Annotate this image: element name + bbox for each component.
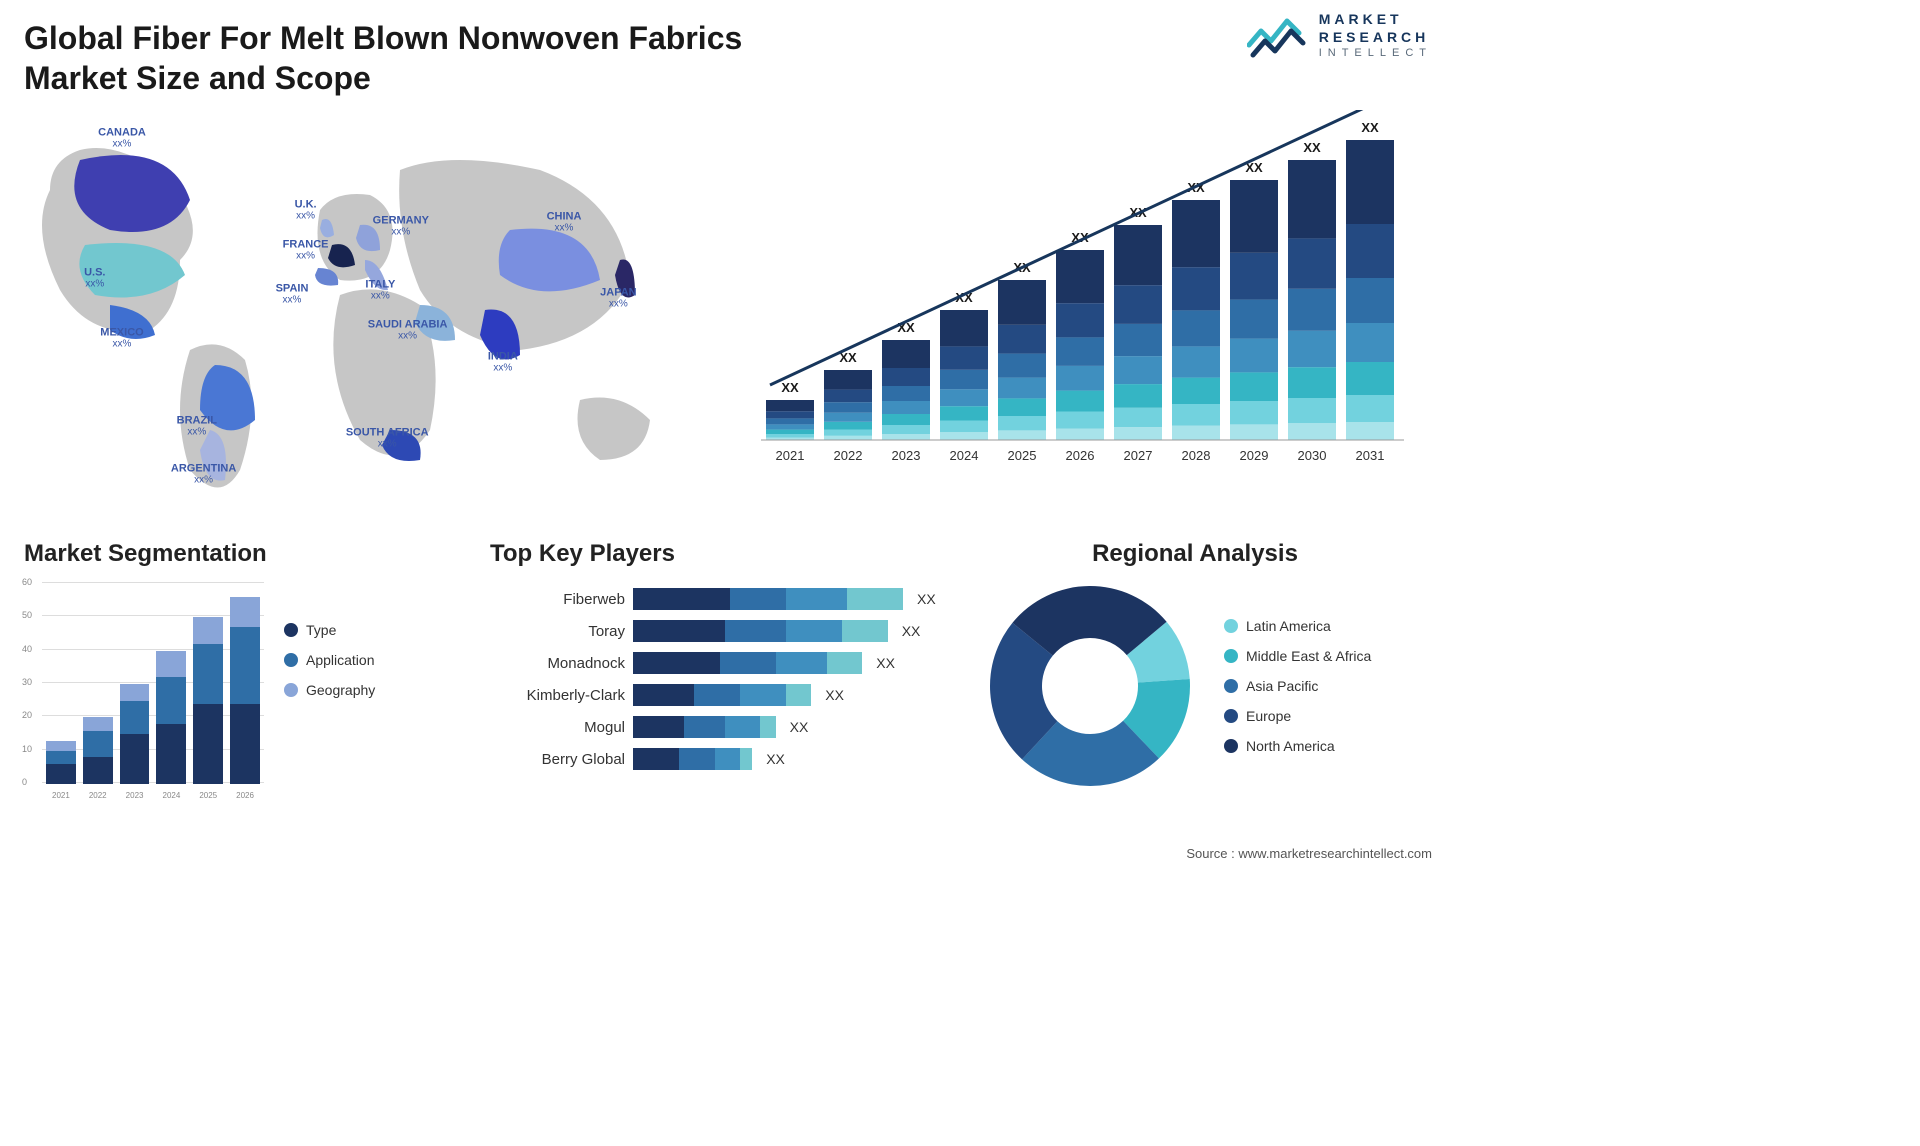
world-map: CANADAxx%U.S.xx%MEXICOxx%BRAZILxx%ARGENT… bbox=[20, 110, 700, 510]
svg-text:2029: 2029 bbox=[1240, 448, 1269, 463]
svg-text:XX: XX bbox=[1361, 120, 1379, 135]
logo-text-3: INTELLECT bbox=[1319, 46, 1432, 60]
segmentation-heading: Market Segmentation bbox=[24, 540, 454, 568]
segmentation-legend-item: Application bbox=[284, 652, 375, 668]
segmentation-chart: 0102030405060202120222023202420252026 bbox=[24, 582, 264, 802]
player-row: Fiberweb XX bbox=[490, 588, 950, 610]
svg-text:2022: 2022 bbox=[834, 448, 863, 463]
regional-heading: Regional Analysis bbox=[980, 540, 1410, 568]
segmentation-bar-2024: 2024 bbox=[156, 651, 186, 784]
player-name: Toray bbox=[490, 623, 625, 640]
svg-text:2031: 2031 bbox=[1356, 448, 1385, 463]
logo-text-1: MARKET bbox=[1319, 10, 1432, 28]
player-value: XX bbox=[766, 751, 785, 767]
regional-section: Regional Analysis Latin America Middle Ea… bbox=[980, 540, 1410, 796]
svg-text:2026: 2026 bbox=[1066, 448, 1095, 463]
svg-text:2030: 2030 bbox=[1298, 448, 1327, 463]
regional-legend-item: Asia Pacific bbox=[1224, 678, 1371, 694]
player-name: Fiberweb bbox=[490, 591, 625, 608]
brand-logo: MARKET RESEARCH INTELLECT bbox=[1247, 10, 1432, 61]
key-players-section: Top Key Players FiberwebXXTorayXXMonadno… bbox=[490, 540, 950, 770]
key-players-heading: Top Key Players bbox=[490, 540, 950, 568]
source-attribution: Source : www.marketresearchintellect.com bbox=[1186, 846, 1432, 861]
key-players-chart: FiberwebXXTorayXXMonadnockXXKimberly-Cla… bbox=[490, 588, 950, 770]
player-row: Mogul XX bbox=[490, 716, 950, 738]
svg-text:2023: 2023 bbox=[892, 448, 921, 463]
logo-text-2: RESEARCH bbox=[1319, 28, 1432, 46]
segmentation-bar-2023: 2023 bbox=[120, 684, 150, 784]
regional-legend-item: Latin America bbox=[1224, 618, 1371, 634]
segmentation-bar-2026: 2026 bbox=[230, 597, 260, 784]
player-value: XX bbox=[825, 687, 844, 703]
svg-text:2021: 2021 bbox=[776, 448, 805, 463]
regional-legend: Latin America Middle East & Africa Asia Pa… bbox=[1224, 618, 1371, 754]
regional-legend-item: Middle East & Africa bbox=[1224, 648, 1371, 664]
segmentation-bar-2025: 2025 bbox=[193, 617, 223, 784]
player-name: Berry Global bbox=[490, 751, 625, 768]
segmentation-bar-2021: 2021 bbox=[46, 741, 76, 784]
player-value: XX bbox=[917, 591, 936, 607]
regional-legend-item: North America bbox=[1224, 738, 1371, 754]
svg-text:XX: XX bbox=[1303, 140, 1321, 155]
market-size-bar-chart: XX2021XX2022XX2023XX2024XX2025XX2026XX20… bbox=[746, 110, 1426, 480]
player-name: Monadnock bbox=[490, 655, 625, 672]
svg-text:2025: 2025 bbox=[1008, 448, 1037, 463]
player-value: XX bbox=[790, 719, 809, 735]
svg-text:XX: XX bbox=[781, 380, 799, 395]
svg-text:2027: 2027 bbox=[1124, 448, 1153, 463]
segmentation-legend-item: Type bbox=[284, 622, 375, 638]
logo-mark-icon bbox=[1247, 11, 1307, 59]
segmentation-legend: Type Application Geography bbox=[284, 622, 375, 802]
player-value: XX bbox=[876, 655, 895, 671]
player-name: Kimberly-Clark bbox=[490, 687, 625, 704]
svg-text:2024: 2024 bbox=[950, 448, 979, 463]
segmentation-legend-item: Geography bbox=[284, 682, 375, 698]
regional-legend-item: Europe bbox=[1224, 708, 1371, 724]
player-row: Monadnock XX bbox=[490, 652, 950, 674]
page-title: Global Fiber For Melt Blown Nonwoven Fab… bbox=[24, 18, 744, 98]
regional-donut-chart bbox=[980, 576, 1200, 796]
player-row: Berry Global XX bbox=[490, 748, 950, 770]
player-row: Kimberly-Clark XX bbox=[490, 684, 950, 706]
segmentation-section: Market Segmentation 01020304050602021202… bbox=[24, 540, 454, 802]
segmentation-bar-2022: 2022 bbox=[83, 717, 113, 784]
svg-text:2028: 2028 bbox=[1182, 448, 1211, 463]
player-name: Mogul bbox=[490, 719, 625, 736]
player-value: XX bbox=[902, 623, 921, 639]
player-row: Toray XX bbox=[490, 620, 950, 642]
